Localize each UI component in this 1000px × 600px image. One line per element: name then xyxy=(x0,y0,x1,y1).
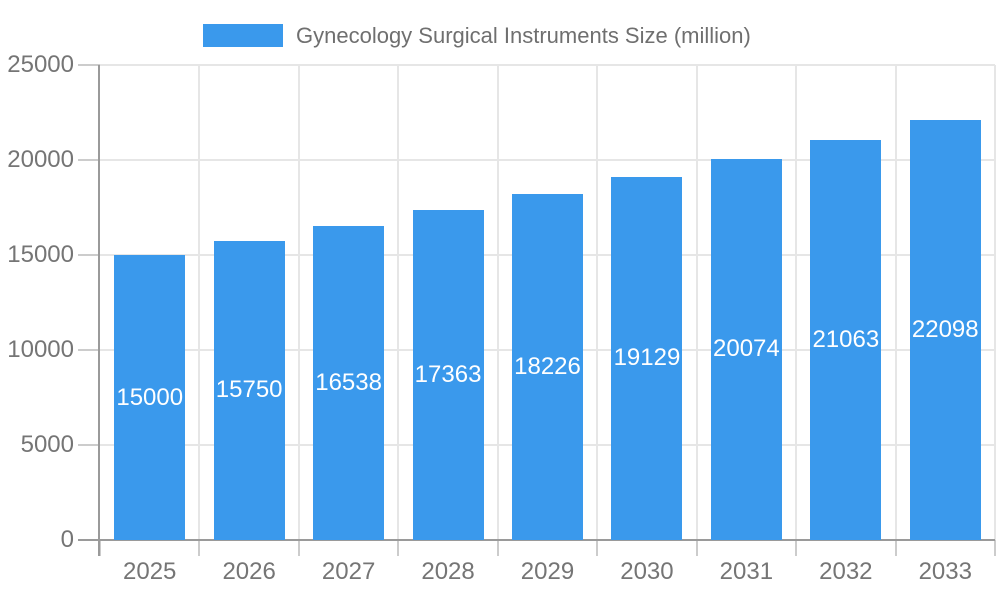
x-tick-mark xyxy=(994,540,996,556)
y-tick-mark xyxy=(78,444,100,446)
x-tick-mark xyxy=(99,540,101,556)
v-gridline xyxy=(795,65,798,540)
bar[interactable] xyxy=(810,139,882,540)
x-tick-label: 2031 xyxy=(719,558,774,585)
h-gridline xyxy=(100,64,995,66)
x-tick-mark xyxy=(894,540,897,556)
y-tick-mark xyxy=(78,64,100,66)
x-axis-line xyxy=(78,539,995,541)
bar[interactable] xyxy=(114,255,186,540)
y-tick-label: 15000 xyxy=(7,241,74,268)
x-tick-mark xyxy=(496,540,499,556)
legend-label: Gynecology Surgical Instruments Size (mi… xyxy=(296,23,751,48)
y-axis-line xyxy=(98,65,100,556)
x-tick-mark xyxy=(695,540,698,556)
x-tick-label: 2033 xyxy=(918,558,972,585)
v-gridline xyxy=(397,65,400,540)
x-tick-label: 2029 xyxy=(520,558,575,585)
x-tick-mark xyxy=(596,540,599,556)
bar[interactable] xyxy=(710,158,782,540)
x-tick-mark xyxy=(397,540,400,556)
legend-swatch xyxy=(203,24,283,47)
y-tick-mark xyxy=(78,254,100,256)
x-tick-mark xyxy=(297,540,300,556)
v-gridline xyxy=(894,65,897,540)
y-tick-label: 25000 xyxy=(7,51,74,78)
bar[interactable] xyxy=(412,210,484,540)
x-tick-label: 2030 xyxy=(620,558,674,585)
x-tick-mark xyxy=(795,540,798,556)
bar[interactable] xyxy=(512,193,583,540)
x-tick-label: 2025 xyxy=(123,558,177,585)
x-tick-mark xyxy=(198,540,201,556)
legend-item[interactable]: Gynecology Surgical Instruments Size (mi… xyxy=(203,24,751,47)
y-tick-label: 0 xyxy=(60,526,74,553)
bar[interactable] xyxy=(313,225,385,540)
y-tick-label: 5000 xyxy=(20,431,74,458)
bar[interactable] xyxy=(213,240,285,540)
v-gridline xyxy=(297,65,300,540)
v-gridline xyxy=(695,65,698,540)
x-tick-label: 2026 xyxy=(222,558,276,585)
x-tick-label: 2028 xyxy=(421,558,475,585)
y-tick-label: 20000 xyxy=(7,146,74,173)
bar[interactable] xyxy=(909,120,981,540)
v-gridline xyxy=(596,65,599,540)
v-gridline xyxy=(994,65,996,540)
x-tick-label: 2027 xyxy=(321,558,376,585)
y-tick-label: 10000 xyxy=(7,336,74,363)
h-gridline xyxy=(100,159,995,161)
bar[interactable] xyxy=(611,176,683,540)
v-gridline xyxy=(496,65,499,540)
y-tick-mark xyxy=(78,159,100,161)
y-tick-mark xyxy=(78,349,100,351)
v-gridline xyxy=(198,65,201,540)
x-tick-label: 2032 xyxy=(819,558,873,585)
